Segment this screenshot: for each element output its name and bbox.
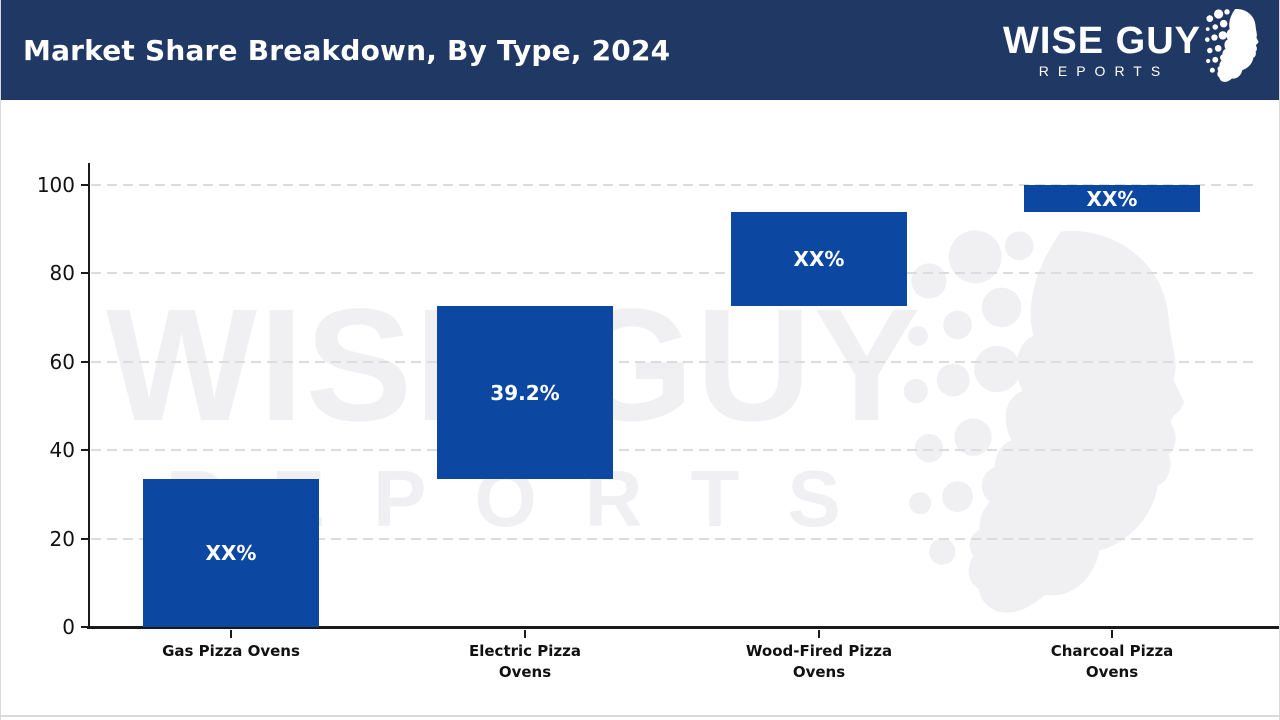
- x-category-label: Electric Pizza Ovens: [415, 641, 635, 683]
- x-tick-mark: [818, 630, 820, 638]
- y-tick-label: 80: [49, 261, 75, 286]
- y-tick-mark: [81, 449, 89, 452]
- brand-subname: REPORTS: [1038, 62, 1170, 79]
- header-bar: Market Share Breakdown, By Type, 2024 WI…: [1, 0, 1279, 100]
- gridline: [91, 360, 1257, 363]
- x-category-label-line: Ovens: [498, 663, 552, 681]
- x-category-label: Charcoal Pizza Ovens: [1002, 641, 1222, 683]
- x-category-label-line: Ovens: [1085, 663, 1139, 681]
- x-category-label-line: Ovens: [792, 663, 846, 681]
- plot-area: 0 20 40 60 80 100 XX% Gas Pizza Ovens 39.2% Elect…: [1, 100, 1279, 716]
- y-tick-mark: [81, 626, 89, 628]
- bar-value-label: XX%: [793, 247, 845, 272]
- page-title: Market Share Breakdown, By Type, 2024: [23, 33, 671, 67]
- x-category-label-line: Charcoal Pizza: [1050, 642, 1174, 660]
- gridline: [91, 184, 1257, 186]
- y-tick-mark: [81, 184, 89, 186]
- x-category-label-line: Gas Pizza Ovens: [162, 642, 300, 660]
- y-axis-spine: [88, 163, 90, 628]
- brand-name: WISE GUY: [1002, 19, 1201, 62]
- y-tick-label: 0: [62, 615, 75, 639]
- gridline: [91, 537, 1257, 540]
- x-category-label: Gas Pizza Ovens: [121, 641, 341, 662]
- waterfall-bar: 39.2%: [437, 306, 613, 480]
- waterfall-bar: XX%: [731, 212, 907, 307]
- y-tick-label: 20: [49, 526, 75, 551]
- waterfall-bar: XX%: [1024, 185, 1200, 213]
- waterfall-chart: WISE GUY REPORTS 0 20 40 60 80 100 XX% Gas: [1, 100, 1279, 716]
- gridline: [91, 449, 1257, 452]
- x-tick-mark: [230, 630, 232, 638]
- x-tick-mark: [524, 630, 526, 638]
- brand-logo-text: WISE GUY REPORTS: [1003, 22, 1201, 79]
- y-tick-mark: [81, 360, 89, 363]
- y-tick-label: 100: [36, 173, 75, 197]
- bar-value-label: XX%: [205, 541, 257, 566]
- x-category-label-line: Wood-Fired Pizza: [745, 642, 893, 660]
- watermark-head-profile-icon: [841, 215, 1279, 659]
- waterfall-bar: XX%: [143, 479, 319, 627]
- x-tick-mark: [1111, 630, 1113, 638]
- y-tick-mark: [81, 537, 89, 540]
- bottom-border-line: [1, 715, 1279, 717]
- y-tick-mark: [81, 272, 89, 275]
- bar-value-label: XX%: [1086, 186, 1138, 211]
- bar-value-label: 39.2%: [490, 380, 560, 405]
- x-category-label: Wood-Fired Pizza Ovens: [709, 641, 929, 683]
- x-category-label-line: Electric Pizza: [469, 642, 581, 660]
- y-tick-label: 40: [49, 438, 75, 463]
- x-axis-spine: [87, 626, 1279, 629]
- dotted-head-profile-icon: [1203, 6, 1267, 95]
- brand-logo: WISE GUY REPORTS: [1003, 6, 1267, 94]
- gridline: [91, 272, 1257, 275]
- y-tick-label: 60: [49, 349, 75, 374]
